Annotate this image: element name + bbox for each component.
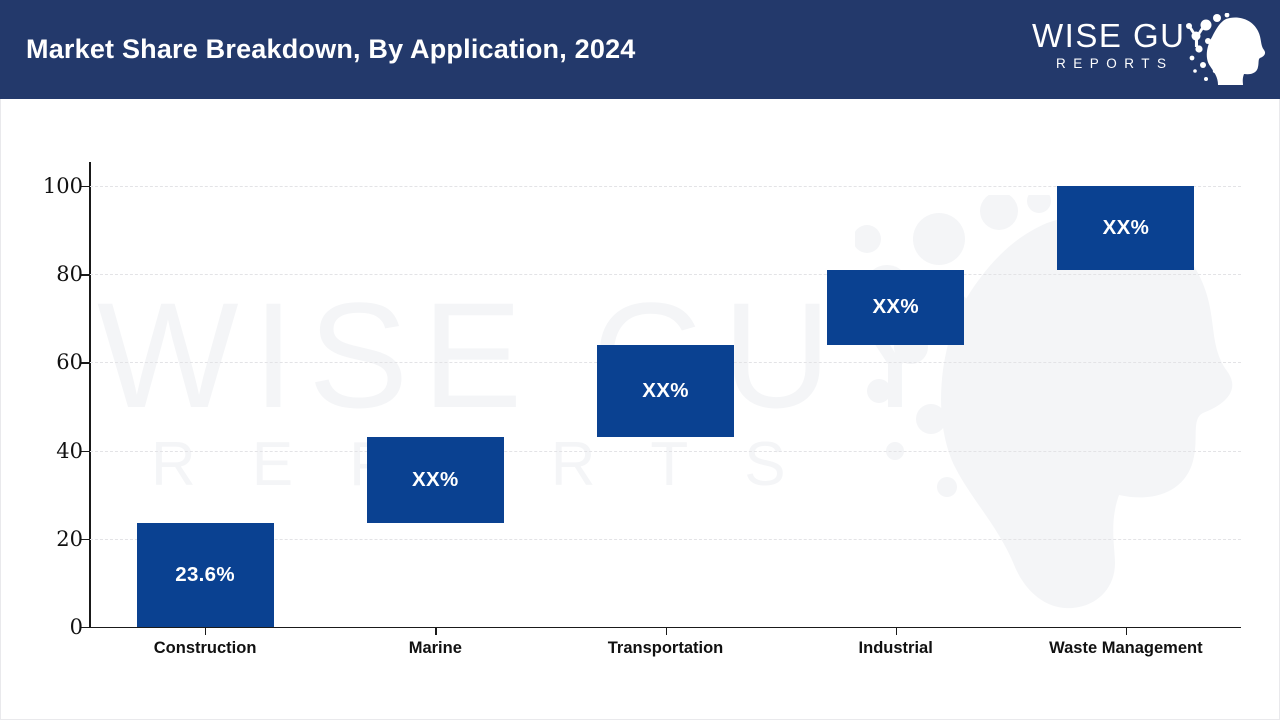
y-tick-label: 0 bbox=[69, 615, 83, 639]
y-tick-label: 80 bbox=[56, 262, 83, 287]
bar-industrial[interactable]: XX% bbox=[827, 269, 965, 345]
y-axis-line bbox=[89, 162, 91, 628]
x-tick-mark bbox=[665, 627, 667, 635]
chart-figure: WISE GUY REPORTS bbox=[0, 99, 1280, 720]
x-tick-label-marine: Marine bbox=[408, 639, 462, 657]
bar-value-label: XX% bbox=[872, 295, 919, 319]
x-tick-label-transportation: Transportation bbox=[607, 639, 724, 657]
x-tick-label-waste-management: Waste Management bbox=[1049, 639, 1203, 657]
bar-value-label: XX% bbox=[412, 468, 459, 492]
y-tick-label: 100 bbox=[42, 174, 83, 198]
bar-marine[interactable]: XX% bbox=[366, 437, 504, 523]
wise-guy-head-icon bbox=[1186, 12, 1266, 85]
y-tick-label: 20 bbox=[56, 526, 83, 551]
logo-sub-text: REPORTS bbox=[1056, 55, 1174, 71]
y-tick-mark bbox=[81, 538, 89, 541]
wise-guy-reports-logo: WISE GUY REPORTS bbox=[1026, 11, 1274, 89]
x-tick-mark bbox=[205, 627, 207, 635]
y-tick-mark bbox=[81, 362, 89, 364]
bar-transportation[interactable]: XX% bbox=[597, 344, 734, 438]
logo-main-text: WISE GUY bbox=[1032, 16, 1210, 54]
gridline bbox=[90, 186, 1241, 187]
y-tick-label: 40 bbox=[56, 438, 83, 463]
bar-value-label: 23.6% bbox=[175, 562, 235, 586]
x-tick-mark bbox=[435, 627, 437, 635]
logo-text: WISE GUY REPORTS bbox=[1032, 16, 1222, 72]
plot-area: 0 20 40 60 80 100 23.6% Construction XX% Marine XX… bbox=[1, 99, 1280, 720]
y-tick-mark bbox=[81, 186, 89, 188]
bar-construction[interactable]: 23.6% bbox=[136, 522, 274, 627]
y-tick-label: 60 bbox=[56, 350, 83, 375]
x-tick-mark bbox=[895, 627, 898, 635]
bar-waste-management[interactable]: XX% bbox=[1057, 186, 1195, 270]
gridline bbox=[90, 450, 1241, 452]
page-title: Market Share Breakdown, By Application, … bbox=[26, 34, 636, 64]
x-axis-line bbox=[89, 626, 1241, 629]
gridline bbox=[90, 538, 1241, 540]
x-tick-mark bbox=[1125, 627, 1128, 635]
x-tick-label-industrial: Industrial bbox=[858, 639, 933, 657]
gridline bbox=[90, 274, 1241, 276]
bar-value-label: XX% bbox=[642, 379, 689, 403]
x-tick-label-construction: Construction bbox=[153, 639, 257, 657]
y-tick-mark bbox=[81, 450, 89, 452]
page-header: Market Share Breakdown, By Application, … bbox=[0, 0, 1280, 99]
bar-value-label: XX% bbox=[1102, 215, 1150, 239]
y-tick-mark bbox=[81, 274, 89, 276]
y-tick-mark bbox=[81, 627, 89, 629]
